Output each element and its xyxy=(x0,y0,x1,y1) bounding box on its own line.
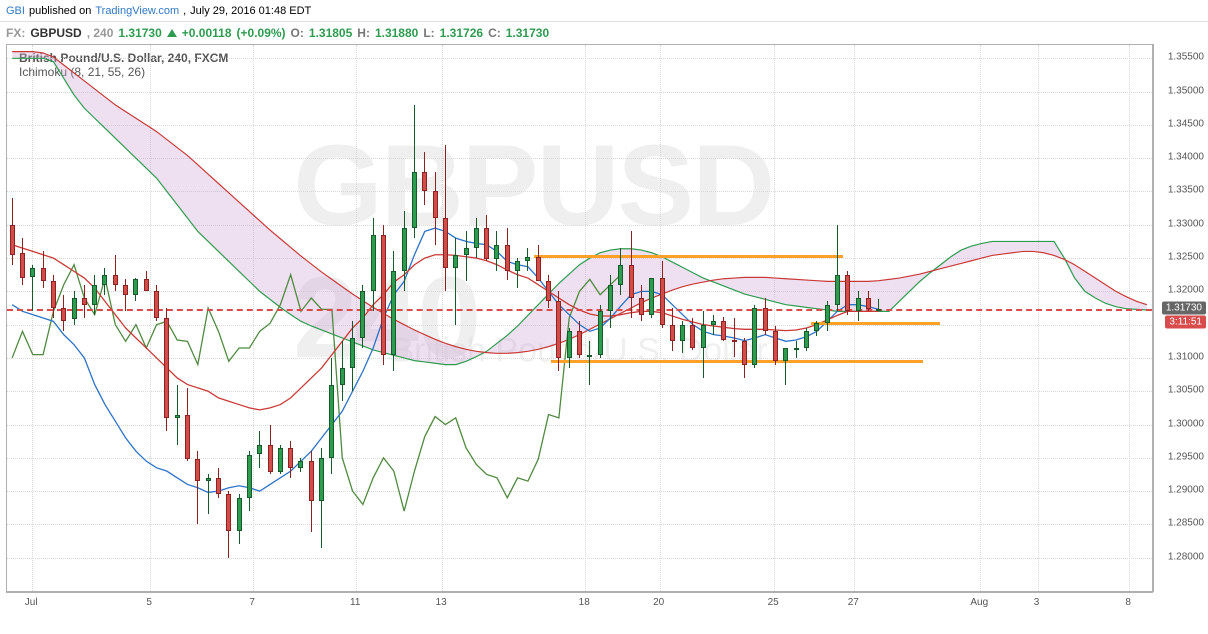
symbol-label[interactable]: GBPUSD xyxy=(30,26,81,40)
x-axis[interactable]: Jul 5 7 11 13 18 20 25 27 Aug 3 8 xyxy=(6,592,1153,614)
x-tick: 13 xyxy=(436,597,447,608)
x-tick: 25 xyxy=(768,597,779,608)
x-tick: Jul xyxy=(25,597,38,608)
h-value: 1.31880 xyxy=(375,26,418,40)
y-tick: 1.30500 xyxy=(1168,385,1204,396)
o-value: 1.31805 xyxy=(309,26,352,40)
y-tick: 1.32500 xyxy=(1168,252,1204,263)
x-tick: 20 xyxy=(653,597,664,608)
ichimoku-svg xyxy=(7,45,1152,591)
c-value: 1.31730 xyxy=(506,26,549,40)
price-label: 1.31730 xyxy=(1162,302,1206,315)
published-label: published on xyxy=(29,5,91,17)
y-tick: 1.32000 xyxy=(1168,285,1204,296)
y-tick: 1.28500 xyxy=(1168,518,1204,529)
trendline[interactable] xyxy=(811,322,940,325)
change-pct: (+0.09%) xyxy=(237,26,286,40)
exchange-label: FX: xyxy=(6,26,25,40)
x-tick: 11 xyxy=(350,597,360,608)
h-label: H: xyxy=(357,26,370,40)
l-value: 1.31726 xyxy=(440,26,483,40)
publish-header: GBI published on TradingView.com, July 2… xyxy=(0,0,1208,22)
chart-canvas[interactable]: GBPUSD 240 British Pound/U.S. Dollar Bri… xyxy=(6,44,1153,592)
last-price: 1.31730 xyxy=(118,26,161,40)
x-tick: 3 xyxy=(1034,597,1040,608)
y-tick: 1.33000 xyxy=(1168,218,1204,229)
y-tick: 1.29500 xyxy=(1168,451,1204,462)
y-tick: 1.31000 xyxy=(1168,351,1204,362)
tf-label: , 240 xyxy=(87,26,114,40)
y-tick: 1.28000 xyxy=(1168,551,1204,562)
trendline[interactable] xyxy=(551,360,923,363)
site-link[interactable]: TradingView.com xyxy=(95,5,179,17)
y-tick: 1.35000 xyxy=(1168,85,1204,96)
y-axis[interactable]: 1.28000 1.28500 1.29000 1.29500 1.30000 1.305… xyxy=(1153,44,1208,592)
y-tick: 1.30000 xyxy=(1168,418,1204,429)
x-tick: Aug xyxy=(970,597,988,608)
x-tick: 8 xyxy=(1125,597,1131,608)
x-tick: 18 xyxy=(579,597,590,608)
o-label: O: xyxy=(291,26,304,40)
x-tick: 27 xyxy=(848,597,859,608)
y-tick: 1.33500 xyxy=(1168,185,1204,196)
publisher-link[interactable]: GBI xyxy=(6,5,25,17)
y-tick: 1.34500 xyxy=(1168,118,1204,129)
l-label: L: xyxy=(423,26,434,40)
symbol-bar: FX: GBPUSD , 240 1.31730 +0.00118 (+0.09%)… xyxy=(0,22,1208,44)
change-value: +0.00118 xyxy=(182,26,232,40)
y-tick: 1.29000 xyxy=(1168,485,1204,496)
x-tick: 7 xyxy=(249,597,255,608)
c-label: C: xyxy=(488,26,501,40)
y-tick: 1.34000 xyxy=(1168,152,1204,163)
chart-area[interactable]: GBPUSD 240 British Pound/U.S. Dollar Bri… xyxy=(0,44,1208,614)
countdown-label: 3:11:51 xyxy=(1165,316,1206,329)
up-arrow-icon xyxy=(167,29,177,37)
last-price-line xyxy=(7,309,1152,311)
x-tick: 5 xyxy=(146,597,152,608)
y-tick: 1.35500 xyxy=(1168,52,1204,63)
publish-date: July 29, 2016 01:48 EDT xyxy=(190,5,311,17)
trendline[interactable] xyxy=(534,255,843,258)
